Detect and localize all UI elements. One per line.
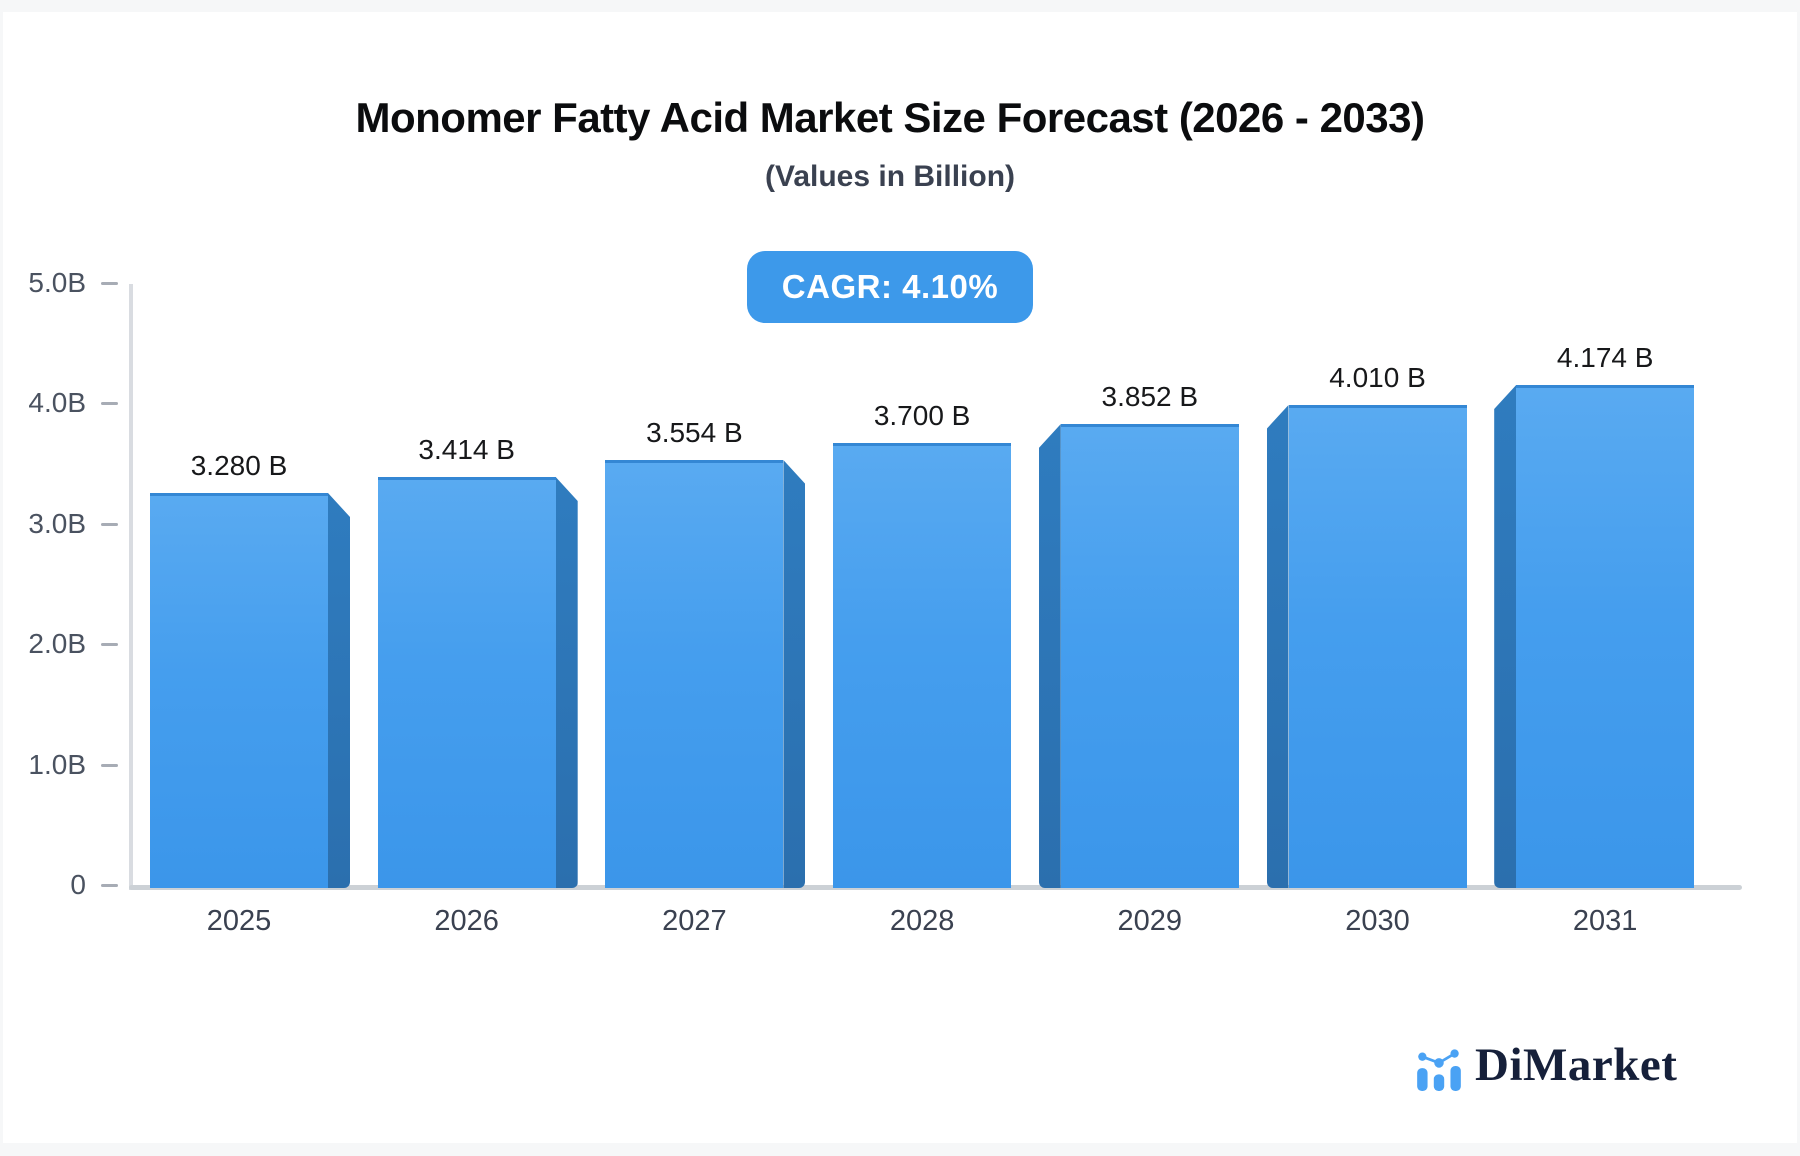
chart-subtitle: (Values in Billion) [764, 160, 1016, 193]
x-axis-label: 2028 [889, 905, 955, 937]
brand-logo-text: DiMarket [1475, 1039, 1678, 1091]
y-tick-label: 1.0B [28, 748, 86, 780]
bar-2025[interactable]: 3.280 B [150, 450, 350, 888]
bar-side-3d [1494, 385, 1517, 888]
frame-bottom [0, 1143, 1800, 1156]
frame-left [0, 0, 3, 1156]
chart-title: Monomer Fatty Acid Market Size Forecast … [355, 94, 1426, 141]
bar-face [833, 443, 1012, 888]
bar-value-label: 4.010 B [1329, 362, 1426, 393]
y-tick-label: 4.0B [28, 387, 86, 419]
x-axis-label: 2026 [434, 905, 499, 937]
bar-2028[interactable]: 3.700 B [833, 400, 1012, 888]
bar-value-label: 3.700 B [873, 400, 971, 431]
bar-face [150, 493, 328, 888]
y-axis-line [129, 284, 133, 890]
bar-face [605, 460, 784, 888]
bar-face [1060, 424, 1239, 888]
y-tick-dash [101, 282, 118, 285]
bar-face [1516, 385, 1695, 888]
y-tick-dash [101, 522, 118, 526]
y-tick-dash [101, 643, 118, 647]
bar-value-label: 4.174 B [1556, 342, 1654, 373]
x-axis-label: 2025 [206, 905, 272, 937]
bar-face [377, 477, 556, 888]
cagr-badge: CAGR: 4.10% [746, 251, 1034, 323]
y-tick-label: 2.0B [28, 628, 86, 660]
bar-2027[interactable]: 3.554 B [605, 417, 806, 888]
bar-side-3d [1266, 405, 1289, 888]
bar-2030[interactable]: 4.010 B [1266, 362, 1467, 888]
y-tick-dash [101, 402, 118, 406]
bar-value-label: 3.280 B [190, 450, 288, 481]
bar-value-label: 3.852 B [1101, 381, 1199, 412]
bar-2031[interactable]: 4.174 B [1494, 342, 1695, 888]
y-tick-dash [101, 884, 118, 887]
frame-top [0, 0, 1800, 12]
x-axis-label: 2030 [1345, 905, 1410, 937]
bar-value-label: 3.554 B [646, 417, 743, 448]
bar-side-3d [555, 477, 578, 888]
y-tick-dash [101, 763, 118, 767]
x-axis-label: 2031 [1572, 905, 1638, 937]
y-tick-label: 3.0B [28, 507, 86, 539]
frame-right [1797, 0, 1800, 1156]
bar-2029[interactable]: 3.852 B [1038, 381, 1239, 888]
bar-side-3d [328, 493, 350, 888]
badge-row: CAGR: 4.10% [45, 251, 1735, 323]
bar-value-label: 3.414 B [418, 434, 515, 465]
bar-side-3d [1038, 424, 1061, 888]
brand-logo[interactable]: DiMarket [1415, 1038, 1677, 1092]
bar-2026[interactable]: 3.414 B [377, 434, 578, 888]
x-axis-label: 2027 [662, 905, 727, 937]
y-tick-label: 0 [70, 869, 86, 900]
bar-face [1288, 405, 1467, 888]
y-tick-label: 5.0B [28, 267, 86, 298]
x-axis-label: 2029 [1117, 905, 1183, 937]
bar-side-3d [783, 460, 806, 888]
mini-bar-chart-icon [1417, 1049, 1461, 1091]
